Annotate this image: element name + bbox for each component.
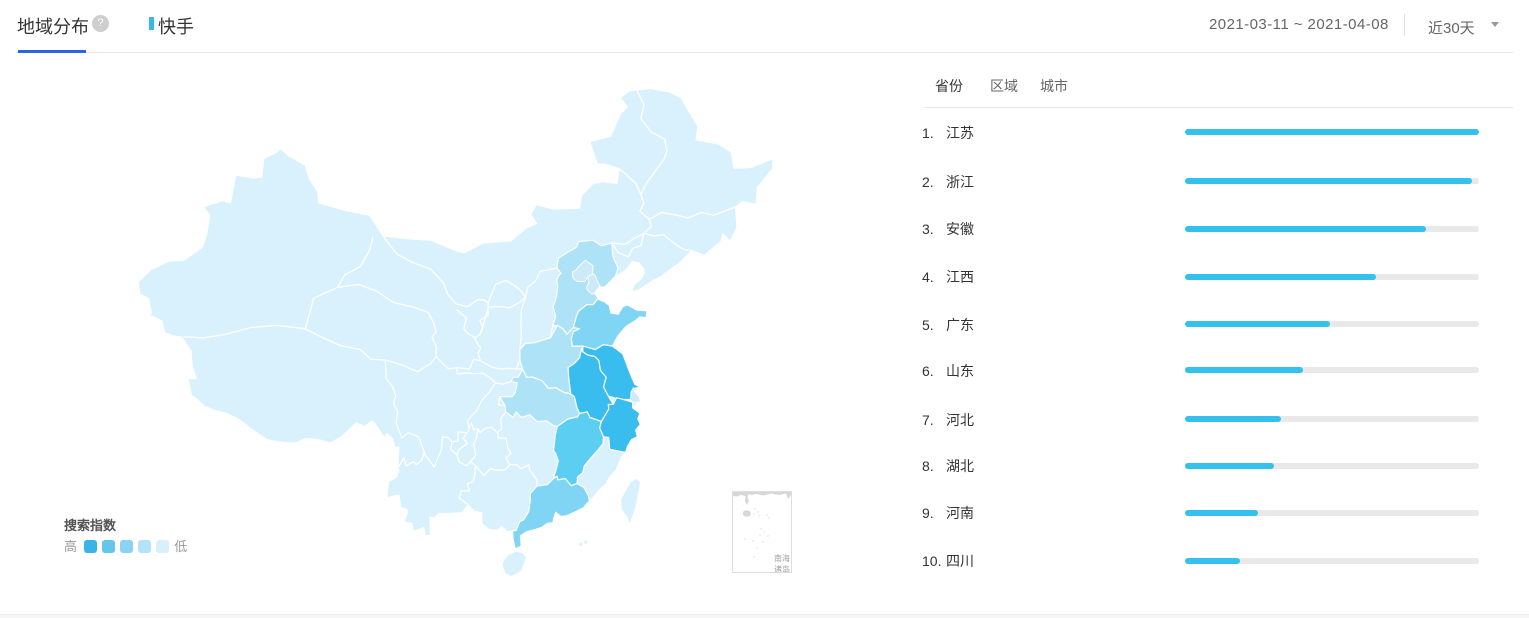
svg-text:南海: 南海 xyxy=(774,553,790,563)
svg-text:诸岛: 诸岛 xyxy=(774,564,790,572)
